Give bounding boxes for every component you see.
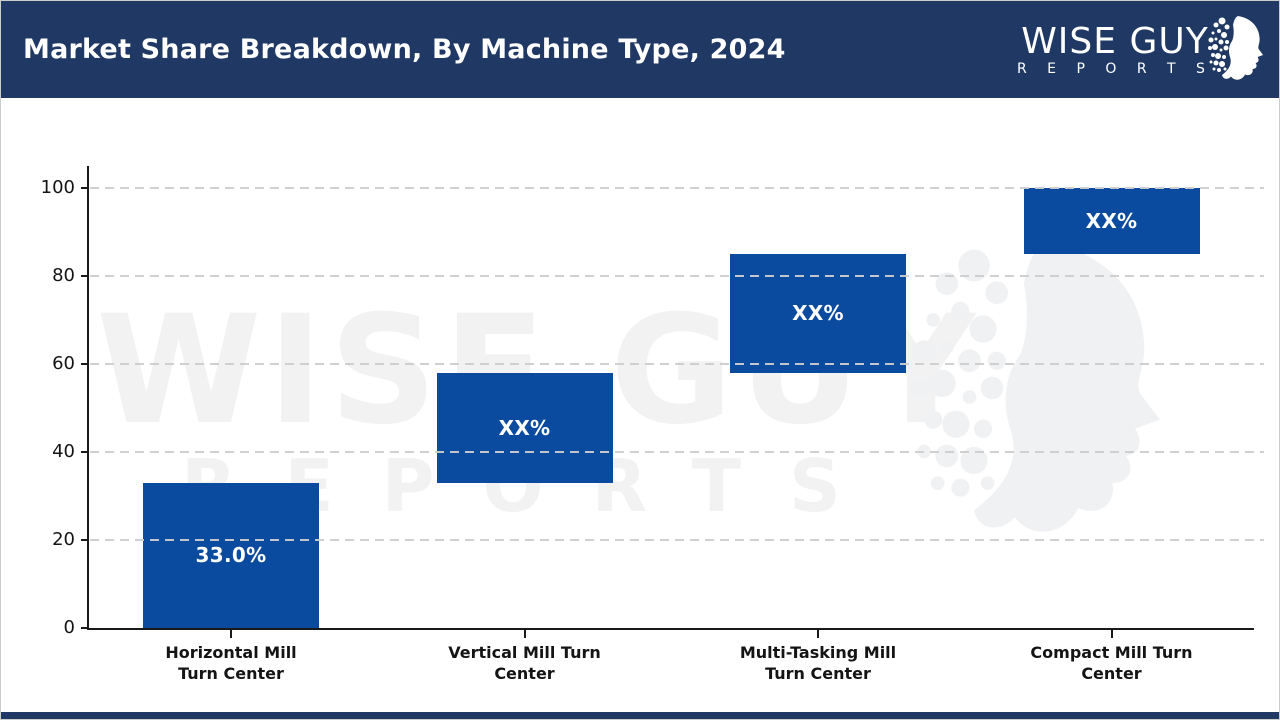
y-tick-mark xyxy=(81,627,89,629)
gridline xyxy=(90,363,1264,365)
bar: 33.0% xyxy=(143,482,319,628)
x-tick-mark xyxy=(230,630,232,638)
y-tick-mark xyxy=(81,275,89,277)
y-tick-label: 40 xyxy=(52,441,75,462)
x-tick-mark xyxy=(817,630,819,638)
y-tick-label: 60 xyxy=(52,353,75,374)
bar-value-label: 33.0% xyxy=(195,543,267,568)
bar: XX% xyxy=(730,254,906,373)
wiseguy-logo: WISE GUY R E P O R T S xyxy=(1017,7,1267,93)
y-tick-mark xyxy=(81,451,89,453)
wiseguy-head-icon xyxy=(1207,15,1263,80)
y-tick-mark xyxy=(81,187,89,189)
gridline xyxy=(90,539,1264,541)
bar-value-label: XX% xyxy=(792,301,844,326)
gridline xyxy=(90,187,1264,189)
x-tick-mark xyxy=(523,630,526,638)
x-category-label: Compact Mill Turn Center xyxy=(1030,643,1193,683)
y-tick-mark xyxy=(81,539,89,541)
x-category-label: Horizontal Mill Turn Center xyxy=(165,643,297,683)
bar-value-label: XX% xyxy=(1085,209,1138,233)
page-title: Market Share Breakdown, By Machine Type,… xyxy=(23,34,786,65)
chart-area: 0 20 40 60 80 100 33.0% XX% XX% XX% Horizontal Mil… xyxy=(1,98,1279,714)
x-tick-mark xyxy=(1110,630,1113,638)
x-category-label: Vertical Mill Turn Center xyxy=(448,643,601,683)
gridline xyxy=(90,451,1264,453)
y-tick-label: 80 xyxy=(52,265,75,286)
bar-value-label: XX% xyxy=(498,415,551,440)
logo-text: WISE GUY R E P O R T S xyxy=(1017,20,1213,78)
footer-bar xyxy=(1,712,1279,719)
y-tick-label: 20 xyxy=(52,529,75,550)
x-category-label: Multi-Tasking Mill Turn Center xyxy=(739,643,897,683)
y-axis-spine xyxy=(87,166,89,630)
bar: XX% xyxy=(1023,188,1200,254)
x-axis-spine xyxy=(87,628,1254,630)
logo-reports-label: R E P O R T S xyxy=(1017,61,1213,78)
gridline xyxy=(90,275,1264,277)
y-tick-label: 0 xyxy=(63,617,75,638)
y-tick-mark xyxy=(81,363,89,365)
header: Market Share Breakdown, By Machine Type,… xyxy=(1,1,1279,98)
logo-wordmark: WISE GUY xyxy=(1021,20,1209,62)
bar: XX% xyxy=(436,372,613,483)
y-tick-label: 100 xyxy=(40,177,75,198)
